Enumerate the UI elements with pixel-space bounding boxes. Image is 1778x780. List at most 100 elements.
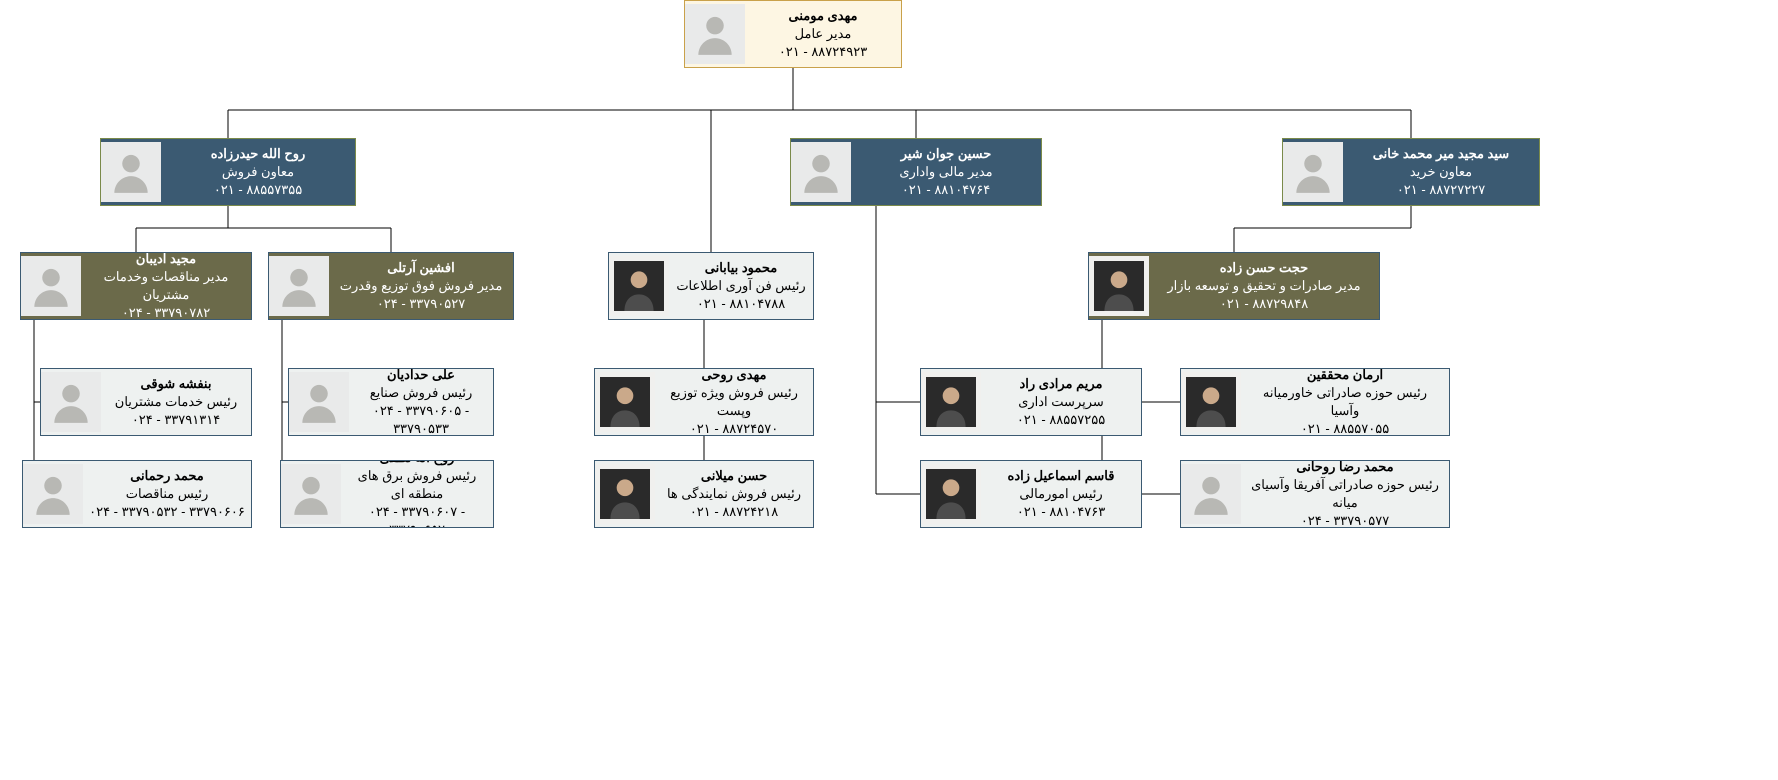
org-node-finance_head: قاسم اسماعیل زادهرئیس امورمالی۰۲۱ - ۸۸۱۰…	[920, 460, 1142, 528]
person-name: قاسم اسماعیل زاده	[987, 467, 1135, 485]
person-name: بنفشه شوقی	[107, 375, 245, 393]
org-node-text: مریم مرادی رادسرپرست اداری۰۲۱ - ۸۸۵۵۷۲۵۵	[981, 371, 1141, 433]
person-phone: ۰۲۱ - ۸۸۱۰۴۷۶۳	[987, 503, 1135, 521]
person-photo	[1089, 256, 1149, 316]
person-photo	[1181, 464, 1241, 524]
person-photo	[41, 372, 101, 432]
org-node-text: محمد رضا روحانیرئیس حوزه صادراتی آفریقا …	[1241, 460, 1449, 528]
person-title: رئیس حوزه صادراتی آفریقا وآسیای میانه	[1247, 476, 1443, 512]
person-phone: ۰۲۱ - ۸۸۷۲۷۲۲۷	[1349, 181, 1533, 199]
person-phone: ۰۲۴ - ۳۳۷۹۰۶۰۵ - ۳۳۷۹۰۵۳۳	[355, 402, 487, 436]
person-name: مریم مرادی راد	[987, 375, 1135, 393]
person-name: حسن میلانی	[661, 467, 807, 485]
org-node-agency_head: حسن میلانیرئیس فروش نمایندگی ها۰۲۱ - ۸۸۷…	[594, 460, 814, 528]
person-title: رئیس امورمالی	[987, 485, 1135, 503]
org-node-export_af_head: محمد رضا روحانیرئیس حوزه صادراتی آفریقا …	[1180, 460, 1450, 528]
person-phone: ۰۲۴ - ۳۳۷۹۰۵۲۷	[335, 295, 507, 313]
person-title: مدیر مناقصات وخدمات مشتریان	[87, 268, 245, 304]
person-phone: ۰۲۴ - ۳۳۷۹۰۷۸۲	[87, 304, 245, 320]
person-name: روح الله حیدرزاده	[167, 145, 349, 163]
person-photo	[101, 142, 161, 202]
org-node-admin_sup: مریم مرادی رادسرپرست اداری۰۲۱ - ۸۸۵۵۷۲۵۵	[920, 368, 1142, 436]
person-photo	[281, 464, 341, 524]
org-node-text: مهدی مومنیمدیر عامل۰۲۱ - ۸۸۷۲۴۹۲۳	[745, 3, 901, 65]
org-node-tenders_mgr: مجید ادیبانمدیر مناقصات وخدمات مشتریان۰۲…	[20, 252, 252, 320]
person-name: مهدی مومنی	[751, 7, 895, 25]
org-node-text: حسن میلانیرئیس فروش نمایندگی ها۰۲۱ - ۸۸۷…	[655, 463, 813, 525]
org-node-ceo: مهدی مومنیمدیر عامل۰۲۱ - ۸۸۷۲۴۹۲۳	[684, 0, 902, 68]
person-photo	[685, 4, 745, 64]
org-node-text: قاسم اسماعیل زادهرئیس امورمالی۰۲۱ - ۸۸۱۰…	[981, 463, 1141, 525]
org-node-text: روح اله لطفیرئیس فروش برق های منطقه ای۰۲…	[341, 460, 493, 528]
connectors-layer	[0, 0, 1778, 780]
org-node-sales_vp: روح الله حیدرزادهمعاون فروش۰۲۱ - ۸۸۵۵۷۳۵…	[100, 138, 356, 206]
org-node-procure_vp: سید مجید میر محمد خانیمعاون خرید۰۲۱ - ۸۸…	[1282, 138, 1540, 206]
person-phone: ۰۲۱ - ۸۸۵۵۷۰۵۵	[1247, 420, 1443, 436]
person-name: افشین آرتلی	[335, 259, 507, 277]
org-node-text: محمد رحمانیرئیس مناقصات۰۲۴ - ۳۳۷۹۰۵۳۲ - …	[83, 463, 251, 525]
org-node-export_me_head: آرمان محققینرئیس حوزه صادراتی خاورمیانه …	[1180, 368, 1450, 436]
org-node-text: سید مجید میر محمد خانیمعاون خرید۰۲۱ - ۸۸…	[1343, 141, 1539, 203]
org-node-text: مهدی روحیرئیس فروش ویژه توزیع وپست۰۲۱ - …	[655, 368, 813, 436]
person-title: رئیس خدمات مشتریان	[107, 393, 245, 411]
person-phone: ۰۲۱ - ۸۸۱۰۴۷۸۸	[675, 295, 807, 313]
person-photo	[21, 256, 81, 316]
org-node-text: علی حدادیانرئیس فروش صنایع۰۲۴ - ۳۳۷۹۰۶۰۵…	[349, 368, 493, 436]
person-phone: ۰۲۱ - ۸۸۷۲۴۵۷۰	[661, 420, 807, 436]
org-node-text: حسین جوان شیرمدیر مالی واداری۰۲۱ - ۸۸۱۰۴…	[851, 141, 1041, 203]
person-title: مدیر مالی واداری	[857, 163, 1035, 181]
person-photo	[23, 464, 83, 524]
org-node-export_mgr: حجت حسن زادهمدیر صادرات و تحقیق و توسعه …	[1088, 252, 1380, 320]
person-phone: ۰۲۴ - ۳۳۷۹۰۵۷۷	[1247, 512, 1443, 528]
person-name: روح اله لطفی	[347, 460, 487, 467]
person-title: رئیس فروش صنایع	[355, 384, 487, 402]
org-node-text: بنفشه شوقیرئیس خدمات مشتریان۰۲۴ - ۳۳۷۹۱۳…	[101, 371, 251, 433]
org-node-text: حجت حسن زادهمدیر صادرات و تحقیق و توسعه …	[1149, 255, 1379, 317]
person-name: محمود بیابانی	[675, 259, 807, 277]
org-node-it_head: محمود بیابانیرئیس فن آوری اطلاعات۰۲۱ - ۸…	[608, 252, 814, 320]
org-node-ind_sales_head: علی حدادیانرئیس فروش صنایع۰۲۴ - ۳۳۷۹۰۶۰۵…	[288, 368, 494, 436]
person-name: حجت حسن زاده	[1155, 259, 1373, 277]
person-name: حسین جوان شیر	[857, 145, 1035, 163]
person-name: محمد رحمانی	[89, 467, 245, 485]
person-photo	[595, 464, 655, 524]
person-photo	[609, 256, 669, 316]
org-node-cust_head: بنفشه شوقیرئیس خدمات مشتریان۰۲۴ - ۳۳۷۹۱۳…	[40, 368, 252, 436]
person-title: رئیس فن آوری اطلاعات	[675, 277, 807, 295]
org-node-dist_power_mgr: افشین آرتلیمدیر فروش فوق توزیع وقدرت۰۲۴ …	[268, 252, 514, 320]
person-phone: ۰۲۱ - ۸۸۷۲۹۸۴۸	[1155, 295, 1373, 313]
person-title: سرپرست اداری	[987, 393, 1135, 411]
person-phone: ۰۲۱ - ۸۸۷۲۴۹۲۳	[751, 43, 895, 61]
org-node-finance_dir: حسین جوان شیرمدیر مالی واداری۰۲۱ - ۸۸۱۰۴…	[790, 138, 1042, 206]
person-photo	[289, 372, 349, 432]
person-phone: ۰۲۱ - ۸۸۵۵۷۲۵۵	[987, 411, 1135, 429]
person-title: رئیس حوزه صادراتی خاورمیانه وآسیا	[1247, 384, 1443, 420]
org-node-text: روح الله حیدرزادهمعاون فروش۰۲۱ - ۸۸۵۵۷۳۵…	[161, 141, 355, 203]
person-phone: ۰۲۴ - ۳۳۷۹۰۵۳۲ - ۳۳۷۹۰۶۰۶	[89, 503, 245, 521]
org-node-text: افشین آرتلیمدیر فروش فوق توزیع وقدرت۰۲۴ …	[329, 255, 513, 317]
person-title: رئیس فروش ویژه توزیع وپست	[661, 384, 807, 420]
person-phone: ۰۲۱ - ۸۸۷۲۴۲۱۸	[661, 503, 807, 521]
person-name: محمد رضا روحانی	[1247, 460, 1443, 476]
person-phone: ۰۲۱ - ۸۸۵۵۷۳۵۵	[167, 181, 349, 199]
person-phone: ۰۲۱ - ۸۸۱۰۴۷۶۴	[857, 181, 1035, 199]
person-phone: ۰۲۴ - ۳۳۷۹۱۳۱۴	[107, 411, 245, 429]
person-name: مجید ادیبان	[87, 252, 245, 268]
person-photo	[1181, 372, 1241, 432]
person-photo	[1283, 142, 1343, 202]
person-title: مدیر عامل	[751, 25, 895, 43]
org-node-midwest_head: مهدی روحیرئیس فروش ویژه توزیع وپست۰۲۱ - …	[594, 368, 814, 436]
person-title: معاون خرید	[1349, 163, 1533, 181]
person-photo	[269, 256, 329, 316]
org-node-text: آرمان محققینرئیس حوزه صادراتی خاورمیانه …	[1241, 368, 1449, 436]
person-title: مدیر صادرات و تحقیق و توسعه بازار	[1155, 277, 1373, 295]
person-name: سید مجید میر محمد خانی	[1349, 145, 1533, 163]
org-node-text: مجید ادیبانمدیر مناقصات وخدمات مشتریان۰۲…	[81, 252, 251, 320]
org-node-tender_head: محمد رحمانیرئیس مناقصات۰۲۴ - ۳۳۷۹۰۵۳۲ - …	[22, 460, 252, 528]
person-title: معاون فروش	[167, 163, 349, 181]
org-node-text: محمود بیابانیرئیس فن آوری اطلاعات۰۲۱ - ۸…	[669, 255, 813, 317]
person-name: مهدی روحی	[661, 368, 807, 384]
person-phone: ۰۲۴ - ۳۳۷۹۰۶۰۷ - ۳۳۷۹۰۶۵۲	[347, 503, 487, 528]
person-photo	[921, 464, 981, 524]
person-title: مدیر فروش فوق توزیع وقدرت	[335, 277, 507, 295]
